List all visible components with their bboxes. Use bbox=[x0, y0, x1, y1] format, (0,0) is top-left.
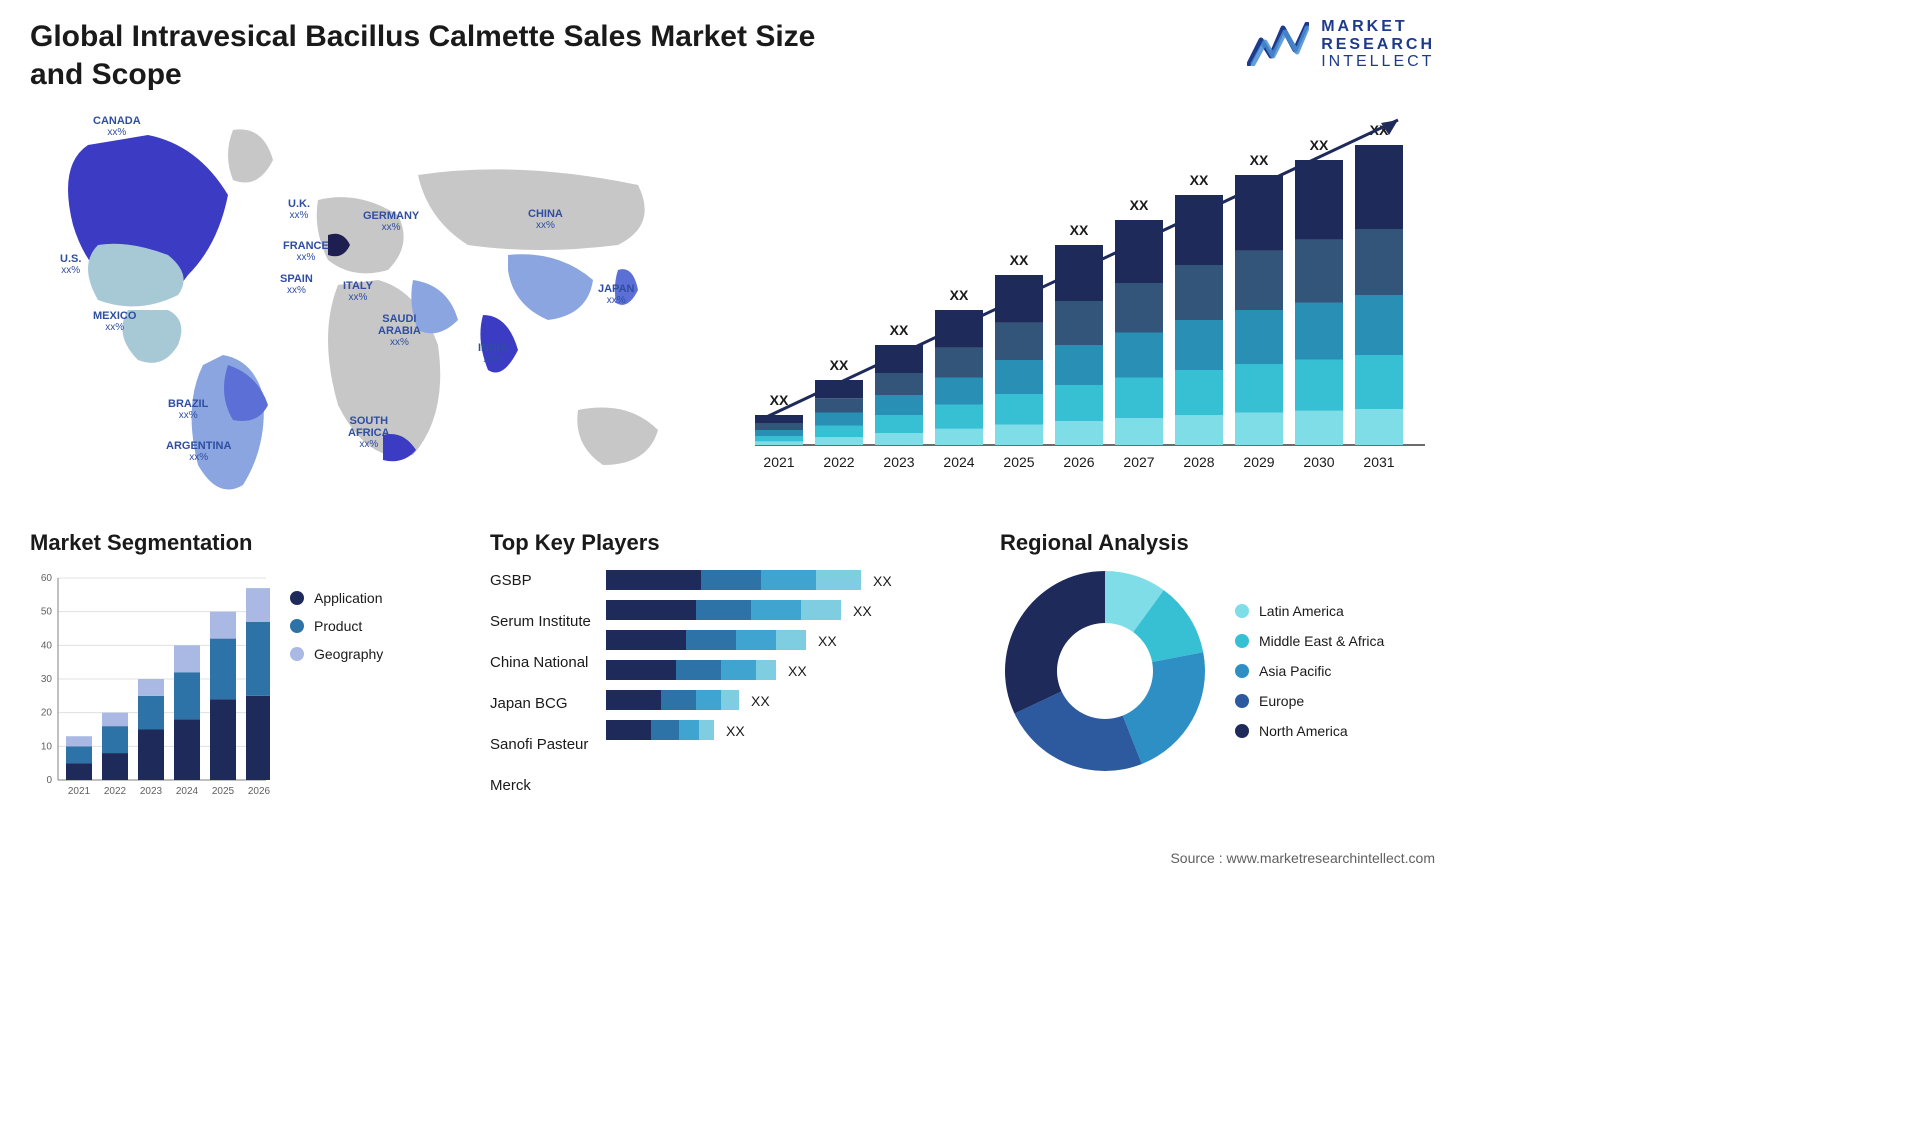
svg-text:2028: 2028 bbox=[1183, 454, 1214, 470]
country-label: ARGENTINAxx% bbox=[166, 440, 231, 463]
svg-text:XX: XX bbox=[873, 573, 892, 589]
svg-text:2021: 2021 bbox=[68, 786, 91, 797]
svg-text:2025: 2025 bbox=[212, 786, 235, 797]
keyplayers-heading: Top Key Players bbox=[490, 530, 960, 556]
regional-heading: Regional Analysis bbox=[1000, 530, 1440, 556]
legend-item: Geography bbox=[290, 646, 383, 662]
source-citation: Source : www.marketresearchintellect.com bbox=[1170, 850, 1435, 866]
svg-text:XX: XX bbox=[751, 693, 770, 709]
logo-text: MARKET RESEARCH INTELLECT bbox=[1321, 18, 1435, 71]
svg-text:2021: 2021 bbox=[763, 454, 794, 470]
player-label: Japan BCG bbox=[490, 695, 591, 725]
svg-text:10: 10 bbox=[41, 741, 53, 752]
market-size-chart: XX 2021 XX 2022 XX 2023 XX 2024 XX 2025 XX 2026 XX 20… bbox=[735, 105, 1435, 485]
svg-text:60: 60 bbox=[41, 573, 53, 584]
country-label: MEXICOxx% bbox=[93, 310, 136, 333]
country-label: INDIAxx% bbox=[478, 342, 508, 365]
country-label: SPAINxx% bbox=[280, 273, 313, 296]
svg-text:2029: 2029 bbox=[1243, 454, 1274, 470]
player-label: Sanofi Pasteur bbox=[490, 736, 591, 766]
svg-text:2023: 2023 bbox=[883, 454, 914, 470]
player-label: Serum Institute bbox=[490, 613, 591, 643]
country-label: SOUTHAFRICAxx% bbox=[348, 415, 390, 450]
country-label: FRANCExx% bbox=[283, 240, 329, 263]
svg-text:2026: 2026 bbox=[1063, 454, 1094, 470]
svg-text:40: 40 bbox=[41, 640, 53, 651]
keyplayers-labels: GSBP Serum Institute China National Japan B… bbox=[490, 570, 591, 807]
svg-text:2027: 2027 bbox=[1123, 454, 1154, 470]
keyplayers-chart: XXXXXXXXXXXX bbox=[606, 570, 926, 760]
player-label: GSBP bbox=[490, 572, 591, 602]
player-label: Merck bbox=[490, 777, 591, 807]
legend-item: North America bbox=[1235, 723, 1384, 739]
svg-text:2031: 2031 bbox=[1363, 454, 1394, 470]
svg-text:0: 0 bbox=[46, 775, 52, 786]
legend-item: Asia Pacific bbox=[1235, 663, 1384, 679]
svg-text:XX: XX bbox=[1070, 222, 1089, 238]
svg-text:2025: 2025 bbox=[1003, 454, 1034, 470]
legend-item: Product bbox=[290, 618, 383, 634]
brand-logo: MARKET RESEARCH INTELLECT bbox=[1247, 18, 1435, 71]
svg-text:XX: XX bbox=[1130, 197, 1149, 213]
legend-item: Application bbox=[290, 590, 383, 606]
svg-text:XX: XX bbox=[830, 357, 849, 373]
svg-text:2024: 2024 bbox=[943, 454, 974, 470]
player-label: China National bbox=[490, 654, 591, 684]
svg-text:2022: 2022 bbox=[823, 454, 854, 470]
country-label: U.S.xx% bbox=[60, 253, 81, 276]
country-label: ITALYxx% bbox=[343, 280, 373, 303]
regional-legend: Latin America Middle East & Africa Asia Pa… bbox=[1235, 603, 1384, 739]
legend-item: Latin America bbox=[1235, 603, 1384, 619]
svg-text:XX: XX bbox=[1250, 152, 1269, 168]
country-label: SAUDIARABIAxx% bbox=[378, 313, 421, 348]
svg-text:30: 30 bbox=[41, 674, 53, 685]
svg-text:20: 20 bbox=[41, 708, 53, 719]
svg-text:XX: XX bbox=[1310, 137, 1329, 153]
page-title: Global Intravesical Bacillus Calmette Sa… bbox=[30, 18, 850, 93]
regional-donut bbox=[1000, 566, 1210, 776]
svg-text:2026: 2026 bbox=[248, 786, 270, 797]
svg-text:2030: 2030 bbox=[1303, 454, 1334, 470]
svg-text:2024: 2024 bbox=[176, 786, 199, 797]
svg-text:XX: XX bbox=[853, 603, 872, 619]
legend-item: Europe bbox=[1235, 693, 1384, 709]
country-label: CHINAxx% bbox=[528, 208, 563, 231]
svg-text:2022: 2022 bbox=[104, 786, 127, 797]
country-label: CANADAxx% bbox=[93, 115, 141, 138]
svg-text:XX: XX bbox=[890, 322, 909, 338]
world-map: CANADAxx% U.S.xx% MEXICOxx% BRAZILxx% ARGENT… bbox=[18, 105, 683, 505]
country-label: BRAZILxx% bbox=[168, 398, 208, 421]
segmentation-legend: Application Product Geography bbox=[290, 590, 383, 802]
svg-text:50: 50 bbox=[41, 607, 53, 618]
keyplayers-section: Top Key Players GSBP Serum Institute China… bbox=[490, 530, 960, 807]
segmentation-section: Market Segmentation 0 10 20 30 40 50 60 2021 202… bbox=[30, 530, 460, 802]
regional-section: Regional Analysis Latin America Middle Ea… bbox=[1000, 530, 1440, 776]
svg-text:XX: XX bbox=[818, 633, 837, 649]
country-label: GERMANYxx% bbox=[363, 210, 419, 233]
svg-text:XX: XX bbox=[1190, 172, 1209, 188]
logo-mark-icon bbox=[1247, 22, 1309, 66]
country-label: U.K.xx% bbox=[288, 198, 310, 221]
country-label: JAPANxx% bbox=[598, 283, 634, 306]
segmentation-heading: Market Segmentation bbox=[30, 530, 460, 556]
svg-text:XX: XX bbox=[788, 663, 807, 679]
svg-text:XX: XX bbox=[770, 392, 789, 408]
svg-text:XX: XX bbox=[726, 723, 745, 739]
legend-item: Middle East & Africa bbox=[1235, 633, 1384, 649]
svg-text:XX: XX bbox=[950, 287, 969, 303]
svg-text:2023: 2023 bbox=[140, 786, 163, 797]
segmentation-chart: 0 10 20 30 40 50 60 2021 2022 2023 2024 2025 2026 bbox=[30, 570, 270, 802]
svg-text:XX: XX bbox=[1010, 252, 1029, 268]
